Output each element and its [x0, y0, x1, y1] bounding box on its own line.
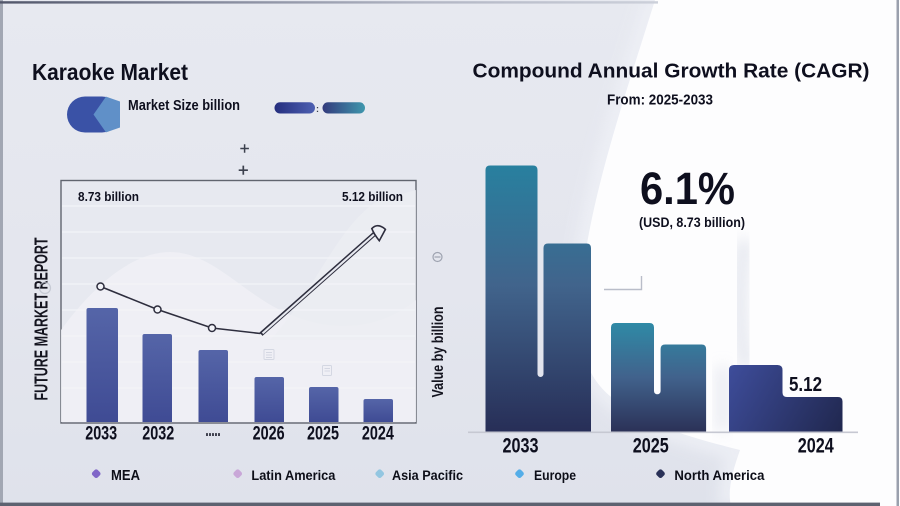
- svg-text:2026: 2026: [253, 424, 285, 445]
- svg-text:2024: 2024: [362, 424, 394, 445]
- svg-text:5.12: 5.12: [789, 374, 822, 396]
- svg-text:FUTURE MARKET REPORT: FUTURE MARKET REPORT: [32, 238, 52, 401]
- svg-text:2025: 2025: [633, 435, 669, 458]
- svg-text:2025: 2025: [307, 424, 339, 445]
- svg-text:Compound Annual Growth Rate (C: Compound Annual Growth Rate (CAGR): [473, 60, 870, 83]
- svg-text:2032: 2032: [142, 424, 174, 445]
- svg-text:Asia Pacific: Asia Pacific: [392, 468, 463, 484]
- svg-text:2033: 2033: [503, 435, 539, 458]
- svg-text::: :: [316, 104, 319, 114]
- svg-text:North America: North America: [674, 468, 764, 484]
- svg-text:8.73 billion: 8.73 billion: [78, 189, 139, 204]
- svg-text:2033: 2033: [85, 424, 117, 445]
- svg-text:(USD, 8.73 billion): (USD, 8.73 billion): [639, 214, 745, 230]
- svg-text:Karaoke Market: Karaoke Market: [32, 59, 188, 85]
- svg-text:6.1%: 6.1%: [640, 163, 735, 214]
- svg-text:Value by billion: Value by billion: [430, 307, 447, 398]
- svg-text:MEA: MEA: [111, 467, 140, 484]
- svg-text:5.12 billion: 5.12 billion: [342, 189, 403, 204]
- svg-text:2024: 2024: [798, 435, 834, 458]
- svg-text:From: 2025-2033: From: 2025-2033: [607, 92, 713, 109]
- svg-text:.....: .....: [206, 420, 221, 441]
- svg-text:Latin America: Latin America: [251, 468, 335, 484]
- svg-text:Market Size billion: Market Size billion: [128, 98, 240, 114]
- svg-text:Europe: Europe: [534, 468, 576, 484]
